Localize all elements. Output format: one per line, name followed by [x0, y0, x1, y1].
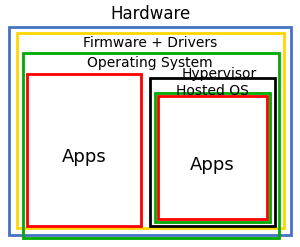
Text: Apps: Apps	[190, 156, 235, 174]
Text: Operating System: Operating System	[87, 56, 213, 70]
Bar	[22, 53, 279, 238]
Bar	[158, 96, 267, 219]
Bar	[9, 27, 291, 235]
Bar	[27, 74, 141, 226]
Text: Firmware + Drivers: Firmware + Drivers	[83, 36, 217, 50]
Bar	[16, 33, 283, 228]
Bar	[150, 78, 274, 226]
Text: Apps: Apps	[61, 148, 106, 166]
Text: Hosted OS: Hosted OS	[176, 84, 249, 98]
Text: Hardware: Hardware	[110, 5, 190, 22]
Text: Hypervisor: Hypervisor	[182, 67, 256, 81]
Bar	[154, 93, 270, 222]
